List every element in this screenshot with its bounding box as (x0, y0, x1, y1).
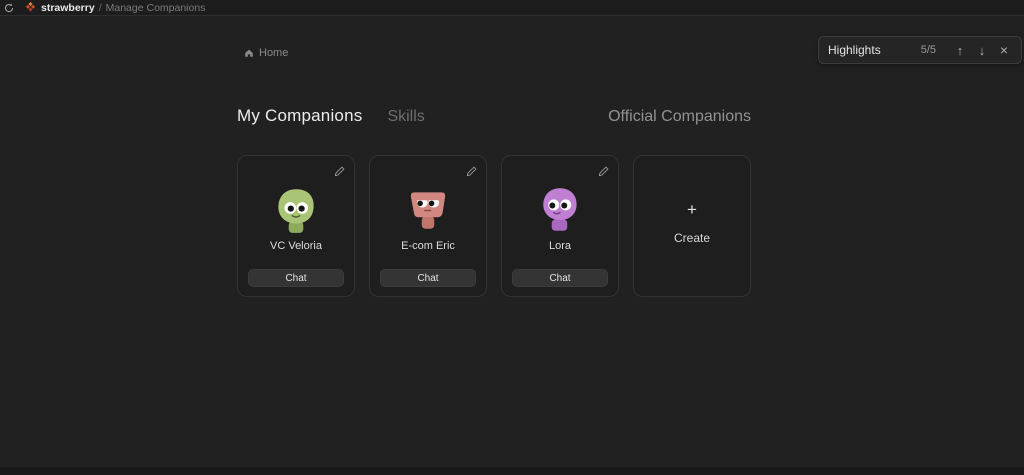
tab-skills[interactable]: Skills (387, 108, 425, 125)
home-label: Home (259, 47, 289, 59)
edit-pencil-icon[interactable] (598, 164, 610, 177)
close-icon[interactable]: × (999, 42, 1009, 58)
find-previous-icon[interactable]: ↑ (956, 42, 964, 58)
strawberry-logo-icon (24, 2, 36, 14)
companion-name: E-com Eric (401, 240, 455, 252)
find-match-count: 5/5 (920, 44, 936, 56)
chat-button[interactable]: Chat (248, 269, 344, 287)
create-label: Create (673, 231, 711, 245)
chat-button[interactable]: Chat (512, 269, 608, 287)
companion-avatar (269, 182, 323, 236)
plus-icon: + (687, 200, 697, 219)
companion-card[interactable]: Lora Chat (501, 155, 619, 297)
companions-tabs: My Companions Skills Official Companions (237, 106, 751, 126)
companion-avatar (401, 182, 455, 236)
chat-button[interactable]: Chat (380, 269, 476, 287)
companion-name: VC Veloria (270, 240, 322, 252)
find-next-icon[interactable]: ↓ (978, 42, 986, 58)
companion-name: Lora (548, 240, 572, 252)
highlights-find-bar: Highlights 5/5 ↑ ↓ × (818, 36, 1022, 64)
breadcrumb-product[interactable]: strawberry (41, 1, 95, 14)
companion-card[interactable]: E-com Eric Chat (369, 155, 487, 297)
create-companion-card[interactable]: + Create (633, 155, 751, 297)
home-icon (245, 49, 253, 57)
tab-my-companions[interactable]: My Companions (237, 106, 363, 125)
breadcrumb-separator: / (98, 1, 102, 14)
top-bar: strawberry / Manage Companions (0, 0, 1024, 16)
tab-official-companions[interactable]: Official Companions (608, 108, 751, 125)
companion-card[interactable]: VC Veloria Chat (237, 155, 355, 297)
edit-pencil-icon[interactable] (334, 164, 346, 177)
breadcrumb-home[interactable]: Home (244, 47, 288, 59)
edit-pencil-icon[interactable] (466, 164, 478, 177)
companion-card-list: VC Veloria Chat E-com Eric Chat Lora Cha… (237, 155, 751, 297)
companion-avatar (533, 182, 587, 236)
breadcrumb-page: Manage Companions (105, 1, 206, 14)
refresh-icon[interactable] (2, 2, 16, 14)
find-input[interactable]: Highlights (828, 43, 881, 57)
bottom-edge-strip (0, 467, 1024, 475)
